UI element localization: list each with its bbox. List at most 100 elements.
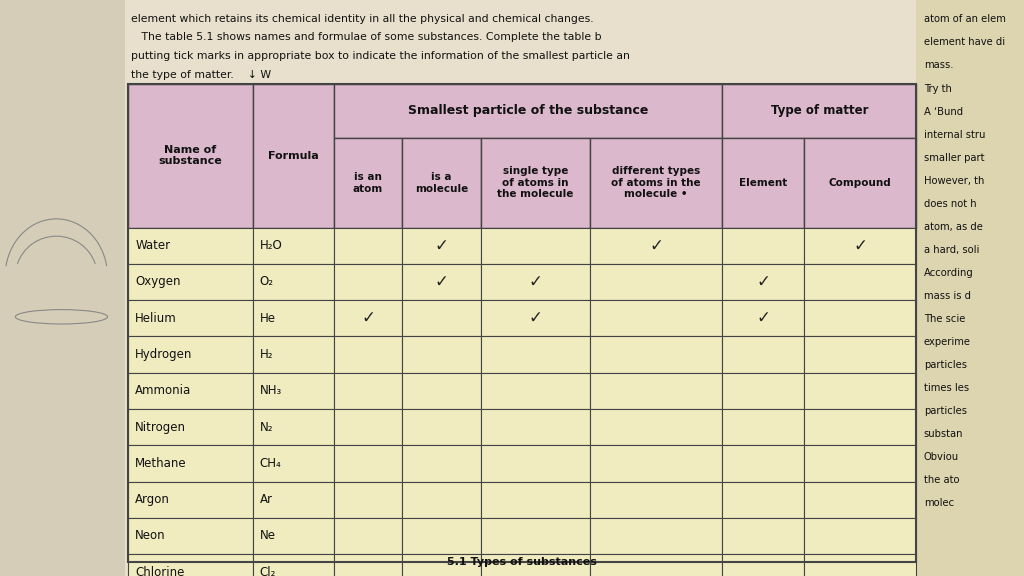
Bar [128, 84, 916, 562]
Text: is a
molecule: is a molecule [415, 172, 468, 194]
Bar [804, 409, 916, 445]
Bar [804, 482, 916, 518]
Bar [128, 228, 253, 264]
Text: ✓: ✓ [434, 273, 449, 291]
Bar [590, 264, 722, 300]
Text: Chlorine: Chlorine [135, 566, 184, 576]
Bar [804, 138, 916, 228]
Bar [401, 336, 481, 373]
Text: ✓: ✓ [756, 309, 770, 327]
Text: Formula: Formula [268, 150, 318, 161]
Bar [334, 482, 401, 518]
Bar [334, 138, 401, 228]
Bar [804, 336, 916, 373]
Bar [804, 554, 916, 576]
Bar [722, 482, 804, 518]
Text: O₂: O₂ [260, 275, 273, 289]
Text: molec: molec [924, 498, 953, 508]
Bar [128, 336, 253, 373]
Bar [401, 554, 481, 576]
Bar [804, 228, 916, 264]
Bar [590, 373, 722, 409]
Text: According: According [924, 268, 974, 278]
Text: CH₄: CH₄ [260, 457, 282, 470]
Text: Oxygen: Oxygen [135, 275, 180, 289]
Text: the ato: the ato [924, 475, 959, 485]
Bar [253, 336, 334, 373]
Text: H₂O: H₂O [260, 239, 283, 252]
Bar [253, 373, 334, 409]
Bar [481, 264, 590, 300]
Bar [253, 300, 334, 336]
Bar [334, 409, 401, 445]
Bar [253, 264, 334, 300]
Bar [253, 445, 334, 482]
Text: atom, as de: atom, as de [924, 222, 982, 232]
Bar [590, 336, 722, 373]
Bar [722, 409, 804, 445]
Text: particles: particles [924, 406, 967, 416]
Text: element have di: element have di [924, 37, 1005, 47]
Text: times les: times les [924, 383, 969, 393]
Text: ✓: ✓ [361, 309, 375, 327]
Text: single type
of atoms in
the molecule: single type of atoms in the molecule [497, 166, 573, 199]
Bar [401, 482, 481, 518]
Bar [0, 0, 125, 576]
Text: Ammonia: Ammonia [135, 384, 191, 397]
Bar [401, 445, 481, 482]
Text: the type of matter.    ↓ W: the type of matter. ↓ W [131, 70, 271, 80]
Bar [401, 228, 481, 264]
Bar [722, 84, 916, 138]
Text: Argon: Argon [135, 493, 170, 506]
Text: Compound: Compound [828, 178, 892, 188]
Text: He: He [260, 312, 275, 325]
Text: mass is d: mass is d [924, 291, 971, 301]
Bar [722, 336, 804, 373]
Bar [590, 554, 722, 576]
Bar [334, 373, 401, 409]
Bar [590, 409, 722, 445]
Bar [481, 554, 590, 576]
Bar [401, 264, 481, 300]
Text: Methane: Methane [135, 457, 186, 470]
Text: The table 5.1 shows names and formulae of some substances. Complete the table b: The table 5.1 shows names and formulae o… [131, 32, 602, 42]
Text: mass.: mass. [924, 60, 953, 70]
Bar [722, 264, 804, 300]
Bar [916, 0, 1024, 576]
Bar [128, 373, 253, 409]
Text: ✓: ✓ [528, 273, 542, 291]
Bar [253, 482, 334, 518]
Bar [722, 373, 804, 409]
Bar [590, 300, 722, 336]
Bar [334, 84, 722, 138]
Text: putting tick marks in appropriate box to indicate the information of the smalles: putting tick marks in appropriate box to… [131, 51, 630, 60]
Bar [804, 300, 916, 336]
Bar [128, 300, 253, 336]
Text: N₂: N₂ [260, 420, 273, 434]
Text: NH₃: NH₃ [260, 384, 283, 397]
Text: Name of
substance: Name of substance [159, 145, 222, 166]
Bar [590, 518, 722, 554]
Bar [722, 518, 804, 554]
Bar [401, 518, 481, 554]
Text: atom of an elem: atom of an elem [924, 14, 1006, 24]
Text: Helium: Helium [135, 312, 177, 325]
Bar [481, 336, 590, 373]
Text: Smallest particle of the substance: Smallest particle of the substance [408, 104, 648, 118]
Bar [334, 445, 401, 482]
Bar [128, 518, 253, 554]
Bar [128, 482, 253, 518]
Text: 5.1 Types of substances: 5.1 Types of substances [447, 558, 597, 567]
Bar [334, 264, 401, 300]
Bar [804, 445, 916, 482]
Bar [804, 518, 916, 554]
Bar [128, 84, 253, 228]
Text: experime: experime [924, 337, 971, 347]
Text: Obviou: Obviou [924, 452, 958, 462]
Text: However, th: However, th [924, 176, 984, 185]
Text: A ‘Bund: A ‘Bund [924, 107, 963, 116]
Text: different types
of atoms in the
molecule •: different types of atoms in the molecule… [611, 166, 700, 199]
Text: Water: Water [135, 239, 170, 252]
Bar [481, 228, 590, 264]
Bar [334, 300, 401, 336]
